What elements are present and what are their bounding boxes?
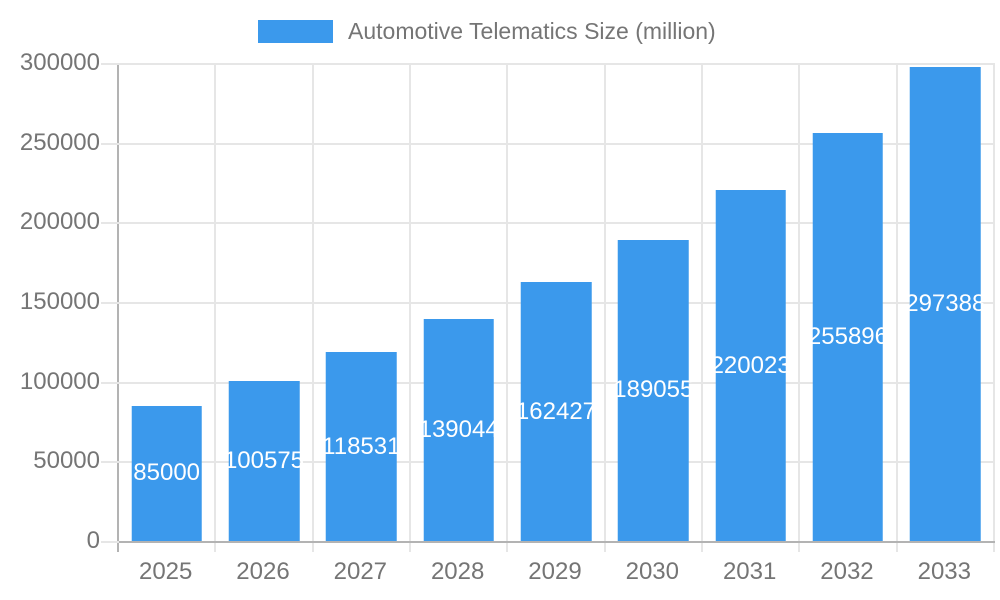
bar[interactable]: 189055 (613, 239, 693, 541)
category-cell: 100575 (216, 63, 314, 541)
y-tick-label: 50000 (33, 447, 100, 475)
legend-swatch-icon (258, 20, 333, 43)
chart-legend: Automotive Telematics Size (million) (258, 18, 716, 44)
x-tick-label: 2025 (138, 558, 193, 585)
y-axis-labels: 0 50000 100000 150000 200000 250000 300000 (0, 49, 100, 554)
x-tick (314, 543, 411, 552)
x-tick-label: 2030 (625, 558, 679, 585)
bar-value-label: 100575 (223, 446, 305, 474)
bar[interactable]: 162427 (516, 282, 596, 541)
bar[interactable]: 85000 (131, 405, 202, 541)
bar-series: 85000 100575 118531 139044 162427 189055 22002… (119, 63, 995, 541)
y-tick-label: 300000 (19, 49, 100, 76)
bar-value-label: 189055 (613, 376, 694, 404)
category-cell: 220023 (703, 63, 801, 541)
h-gridline (101, 222, 995, 225)
category-cell: 189055 (606, 63, 703, 541)
bar-value-label: 220023 (710, 351, 791, 379)
bar[interactable]: 220023 (711, 190, 791, 541)
y-tick-label: 200000 (19, 208, 100, 236)
x-tick-label: 2027 (333, 558, 388, 585)
category-cell: 118531 (314, 63, 411, 541)
h-gridline (101, 63, 995, 65)
x-tick (411, 543, 509, 552)
x-tick-label: 2028 (430, 558, 485, 585)
legend-label: Automotive Telematics Size (million) (348, 18, 716, 44)
x-tick-label: 2029 (528, 558, 582, 585)
bar[interactable]: 118531 (322, 352, 400, 541)
x-tick (216, 543, 314, 552)
plot-area: 85000 100575 118531 139044 162427 189055 22002… (101, 63, 995, 543)
bar-value-label: 255896 (807, 323, 888, 351)
bar-value-label: 118531 (322, 432, 401, 460)
bar[interactable]: 139044 (419, 319, 499, 541)
category-cell: 297388 (898, 63, 995, 541)
category-cell: 162427 (508, 63, 606, 541)
x-axis-labels: 2025 2026 2027 2028 2029 2030 2031 2032 2033 (117, 557, 993, 587)
bar[interactable]: 255896 (808, 133, 888, 541)
h-gridline (101, 142, 995, 145)
zero-tick (101, 541, 119, 543)
bar-value-label: 297388 (905, 290, 986, 318)
category-cell: 85000 (119, 63, 217, 541)
x-tick-label: 2032 (820, 558, 874, 585)
x-tick (119, 543, 217, 552)
y-tick-label: 250000 (19, 128, 100, 156)
bar-value-label: 139044 (418, 416, 499, 444)
x-tick (606, 543, 703, 552)
x-tick-label: 2033 (917, 558, 971, 585)
y-tick-label: 150000 (19, 288, 100, 315)
x-tick (703, 543, 801, 552)
y-tick-label: 0 (86, 527, 100, 554)
category-cell: 139044 (411, 63, 509, 541)
x-tick (508, 543, 606, 552)
x-tick-label: 2031 (722, 558, 777, 585)
x-axis-ticks (117, 543, 995, 552)
y-tick-label: 100000 (19, 367, 100, 395)
bar[interactable]: 297388 (905, 67, 985, 541)
bar[interactable]: 100575 (224, 380, 304, 541)
category-cell: 255896 (800, 63, 898, 541)
bar-value-label: 162427 (515, 397, 597, 425)
bar-value-label: 85000 (133, 459, 201, 487)
x-tick (898, 543, 995, 552)
x-tick-label: 2026 (236, 558, 290, 585)
x-tick (800, 543, 898, 552)
